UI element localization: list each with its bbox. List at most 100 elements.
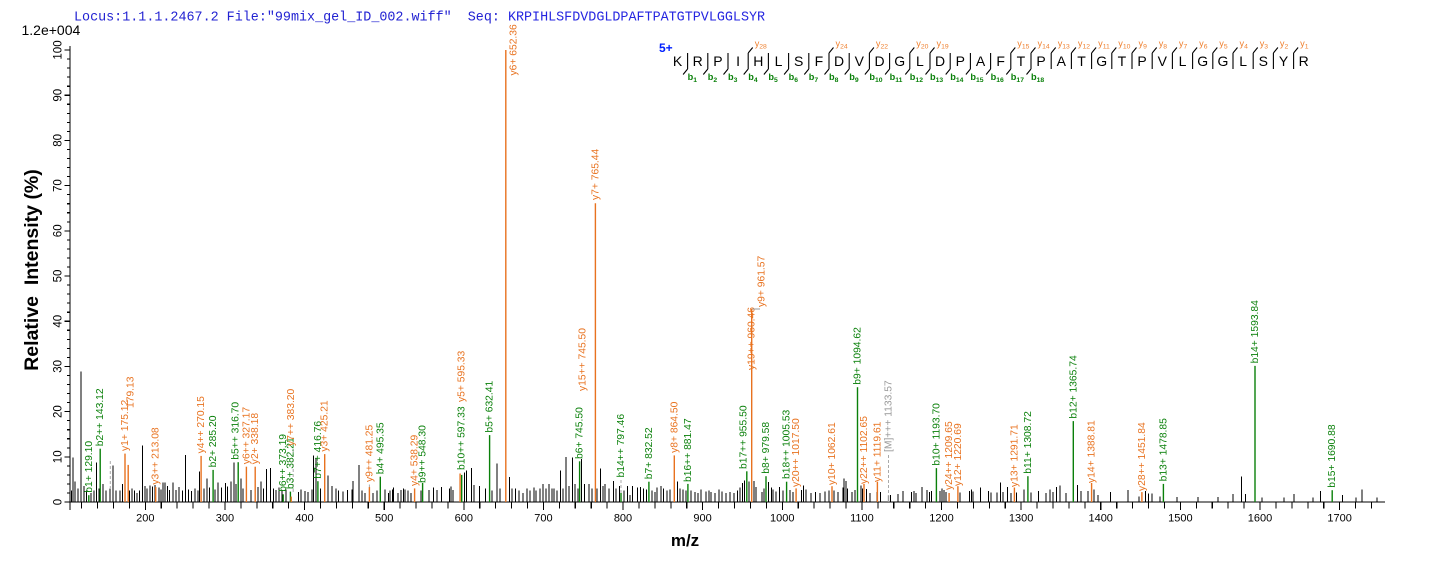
svg-text:b10: b10 xyxy=(869,72,882,84)
svg-text:y2+ 338.18: y2+ 338.18 xyxy=(250,413,261,465)
svg-text:30: 30 xyxy=(53,360,65,373)
svg-text:b18++ 1005.53: b18++ 1005.53 xyxy=(782,409,793,479)
svg-text:b12+ 1365.74: b12+ 1365.74 xyxy=(1068,355,1079,419)
svg-text:y12: y12 xyxy=(1078,39,1090,51)
svg-text:y22++ 1102.65: y22++ 1102.65 xyxy=(859,416,870,484)
svg-text:y9: y9 xyxy=(1139,39,1148,51)
svg-text:b6+ 745.50: b6+ 745.50 xyxy=(575,407,586,459)
svg-text:b4: b4 xyxy=(748,72,758,84)
svg-text:b15+ 1690.88: b15+ 1690.88 xyxy=(1327,424,1338,488)
svg-text:70: 70 xyxy=(53,179,65,192)
svg-text:b8: b8 xyxy=(829,72,839,84)
svg-text:b16: b16 xyxy=(991,72,1004,84)
svg-text:Locus:1.1.1.2467.2 File:"99mix: Locus:1.1.1.2467.2 File:"99mix_gel_ID_00… xyxy=(74,11,765,26)
svg-text:m/z: m/z xyxy=(671,531,699,550)
svg-text:KRPIHLSFDVDGLDPAFTPATGTPVLGGLS: KRPIHLSFDVDGLDPAFTPATGTPVLGGLSYR xyxy=(673,53,1309,69)
svg-text:y3++ 213.08: y3++ 213.08 xyxy=(151,427,162,485)
svg-text:b2++ 143.12: b2++ 143.12 xyxy=(95,388,106,446)
svg-text:1.2e+004: 1.2e+004 xyxy=(22,22,81,38)
svg-text:y7: y7 xyxy=(1179,39,1188,51)
svg-text:90: 90 xyxy=(53,89,65,102)
svg-text:y9+ 961.57: y9+ 961.57 xyxy=(757,255,768,307)
svg-text:b5++ 316.70: b5++ 316.70 xyxy=(231,402,242,460)
svg-text:y1: y1 xyxy=(1300,39,1309,51)
svg-text:b13+ 1478.85: b13+ 1478.85 xyxy=(1158,418,1169,482)
svg-text:y7++ 383.20: y7++ 383.20 xyxy=(286,388,297,446)
svg-text:b7+ 832.52: b7+ 832.52 xyxy=(644,427,655,479)
svg-text:y2: y2 xyxy=(1280,39,1289,51)
svg-text:y14+ 1388.81: y14+ 1388.81 xyxy=(1087,420,1098,483)
svg-text:200: 200 xyxy=(136,513,154,525)
svg-text:b10+ 1193.70: b10+ 1193.70 xyxy=(931,403,942,466)
svg-text:b5+ 632.41: b5+ 632.41 xyxy=(485,381,496,433)
svg-text:[M]+++ 1133.57: [M]+++ 1133.57 xyxy=(884,380,895,452)
svg-text:y8: y8 xyxy=(1159,39,1168,51)
svg-text:500: 500 xyxy=(375,513,393,525)
svg-text:y1+ 175.12: y1+ 175.12 xyxy=(120,399,131,451)
svg-text:y15++ 745.50: y15++ 745.50 xyxy=(578,328,589,391)
svg-text:b1+ 129.10: b1+ 129.10 xyxy=(84,441,95,493)
svg-text:20: 20 xyxy=(53,405,65,418)
svg-text:1600: 1600 xyxy=(1248,513,1272,525)
svg-text:y11: y11 xyxy=(1098,39,1110,51)
svg-text:y6: y6 xyxy=(1199,39,1208,51)
svg-text:5+: 5+ xyxy=(659,41,673,55)
svg-text:300: 300 xyxy=(216,513,234,525)
svg-text:100: 100 xyxy=(53,40,65,59)
svg-text:b9: b9 xyxy=(849,72,859,84)
svg-text:1000: 1000 xyxy=(770,513,794,525)
svg-text:y5: y5 xyxy=(1219,39,1228,51)
svg-text:b11+ 1308.72: b11+ 1308.72 xyxy=(1023,411,1034,474)
svg-text:b11: b11 xyxy=(890,72,903,84)
svg-text:b3: b3 xyxy=(728,72,738,84)
svg-text:b14++ 797.46: b14++ 797.46 xyxy=(616,414,627,478)
svg-text:y20++ 1017.50: y20++ 1017.50 xyxy=(791,418,802,487)
svg-text:y15: y15 xyxy=(1017,39,1029,51)
svg-text:b18: b18 xyxy=(1031,72,1044,84)
svg-text:0: 0 xyxy=(53,499,65,505)
svg-text:y9++ 481.25: y9++ 481.25 xyxy=(364,424,375,482)
svg-text:y3+ 425.21: y3+ 425.21 xyxy=(320,400,331,452)
svg-text:y3: y3 xyxy=(1260,39,1269,51)
svg-text:y4: y4 xyxy=(1240,39,1249,51)
svg-text:y10: y10 xyxy=(1118,39,1130,51)
svg-text:y4+ 538.29: y4+ 538.29 xyxy=(410,434,421,486)
svg-text:b15: b15 xyxy=(970,72,983,84)
svg-text:b4+ 495.35: b4+ 495.35 xyxy=(375,422,386,474)
svg-text:y22: y22 xyxy=(876,39,888,51)
svg-text:b9+ 1094.62: b9+ 1094.62 xyxy=(853,327,864,385)
svg-text:y20: y20 xyxy=(916,39,928,51)
svg-text:179.13: 179.13 xyxy=(126,376,137,408)
svg-text:b16++ 881.47: b16++ 881.47 xyxy=(683,418,694,482)
svg-text:b6: b6 xyxy=(789,72,799,84)
svg-text:b17++ 955.50: b17++ 955.50 xyxy=(738,405,749,469)
svg-text:b7++ 416.76: b7++ 416.76 xyxy=(313,421,324,479)
svg-text:10: 10 xyxy=(53,450,65,463)
svg-text:b13: b13 xyxy=(930,72,943,84)
svg-text:1500: 1500 xyxy=(1168,513,1192,525)
svg-text:b1: b1 xyxy=(688,72,698,84)
svg-text:y10+ 1062.61: y10+ 1062.61 xyxy=(827,422,838,485)
svg-text:60: 60 xyxy=(53,224,65,237)
svg-text:80: 80 xyxy=(53,134,65,147)
svg-text:b2+ 285.20: b2+ 285.20 xyxy=(208,415,219,467)
svg-text:y24: y24 xyxy=(836,39,848,51)
svg-text:y19++ 960.46: y19++ 960.46 xyxy=(747,307,758,370)
svg-text:b2: b2 xyxy=(708,72,718,84)
svg-text:y19: y19 xyxy=(937,39,949,51)
svg-text:y13: y13 xyxy=(1058,39,1070,51)
svg-text:1100: 1100 xyxy=(850,513,874,525)
svg-text:y6+ 652.36: y6+ 652.36 xyxy=(508,24,519,76)
svg-text:600: 600 xyxy=(455,513,473,525)
svg-text:900: 900 xyxy=(693,513,711,525)
svg-text:b7: b7 xyxy=(809,72,819,84)
svg-text:700: 700 xyxy=(534,513,552,525)
svg-text:b14: b14 xyxy=(950,72,963,84)
svg-text:y12+ 1220.69: y12+ 1220.69 xyxy=(953,423,964,486)
svg-text:y13+ 1291.71: y13+ 1291.71 xyxy=(1009,424,1020,487)
svg-text:b14+ 1593.84: b14+ 1593.84 xyxy=(1250,300,1261,364)
svg-text:400: 400 xyxy=(295,513,313,525)
svg-text:b9++ 548.30: b9++ 548.30 xyxy=(418,425,429,483)
svg-text:b12: b12 xyxy=(910,72,923,84)
svg-text:y28: y28 xyxy=(755,39,767,51)
